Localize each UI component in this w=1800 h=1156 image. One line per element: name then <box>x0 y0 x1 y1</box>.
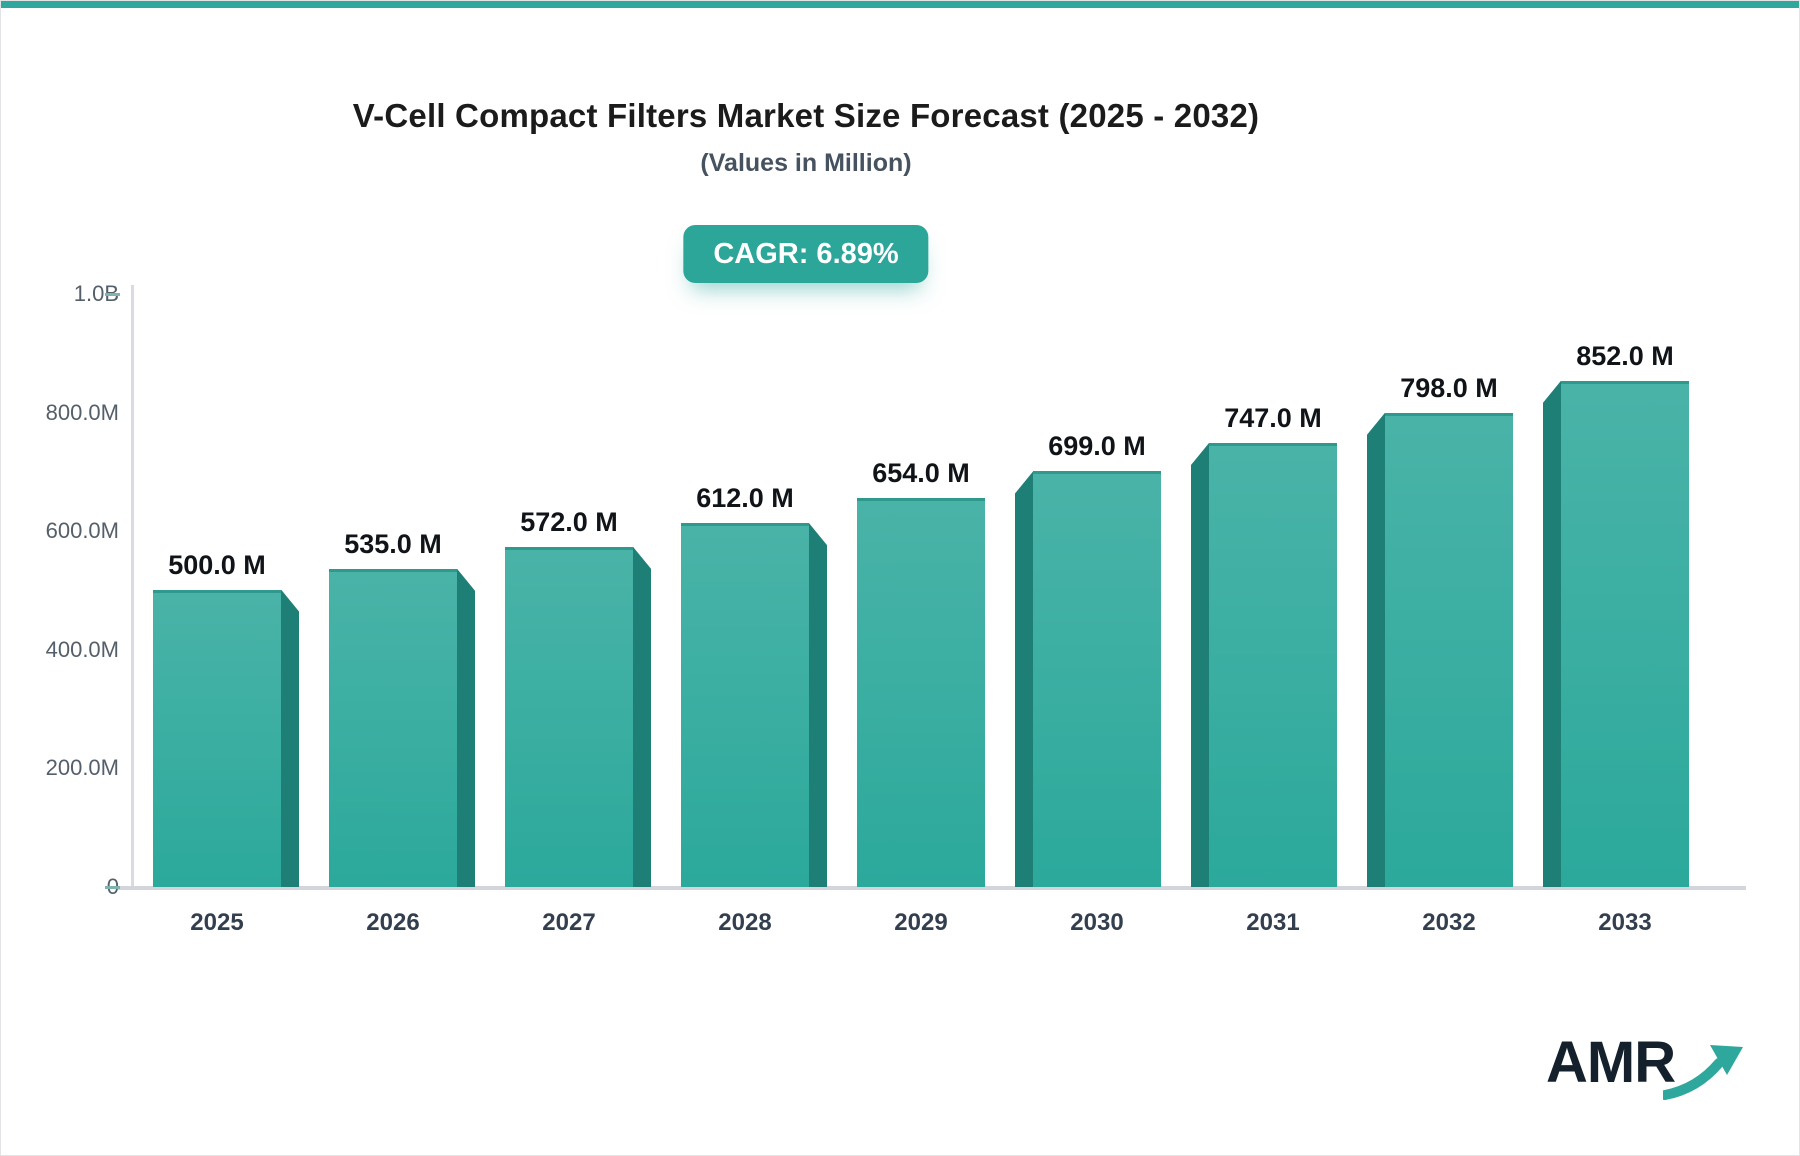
bar-side-panel <box>633 546 651 887</box>
bar-value-label: 798.0 M <box>1400 372 1498 403</box>
bar-2032[interactable] <box>1385 412 1513 887</box>
y-axis-tick-mark <box>105 293 120 296</box>
x-axis-tick-label: 2031 <box>1246 909 1300 936</box>
top-accent-bar <box>1 1 1799 8</box>
bar-side-panel <box>1015 471 1033 887</box>
x-axis-tick-label: 2029 <box>894 909 948 936</box>
bar-side-panel <box>1367 412 1385 887</box>
x-axis-tick-label: 2025 <box>190 909 244 936</box>
y-axis-tick-label: 600.0M <box>45 518 119 544</box>
bar-2026[interactable] <box>329 568 457 887</box>
bar-2025[interactable] <box>153 589 281 887</box>
x-axis-tick-label: 2026 <box>366 909 420 936</box>
bar-2028[interactable] <box>681 523 809 887</box>
bar-value-label: 654.0 M <box>872 458 970 489</box>
y-axis-tick-label: 200.0M <box>45 755 119 781</box>
amr-logo-text: AMR <box>1546 1030 1676 1095</box>
growth-arrow-icon <box>1663 1045 1744 1100</box>
bar-side-panel <box>809 523 827 887</box>
bar-value-label: 612.0 M <box>696 483 794 514</box>
x-axis-tick-label: 2033 <box>1598 909 1652 936</box>
bar-side-panel <box>1191 443 1209 887</box>
cagr-badge: CAGR: 6.89% <box>683 225 929 283</box>
chart-title: V-Cell Compact Filters Market Size Forec… <box>352 97 1260 134</box>
y-axis-line <box>131 285 134 889</box>
y-axis-tick-label: 400.0M <box>45 636 119 662</box>
x-axis-tick-label: 2027 <box>542 909 596 936</box>
amr-logo: AMR <box>1546 1031 1747 1103</box>
x-axis-tick-label: 2030 <box>1070 909 1124 936</box>
bar-2033[interactable] <box>1561 380 1689 887</box>
bar-2030[interactable] <box>1033 471 1161 887</box>
bar-side-panel <box>1543 380 1561 887</box>
bar-side-panel <box>457 568 475 887</box>
bar-2027[interactable] <box>505 546 633 887</box>
y-axis-tick-label: 800.0M <box>45 399 119 425</box>
bar-value-label: 500.0 M <box>168 549 266 580</box>
bar-2031[interactable] <box>1209 443 1337 887</box>
x-axis-tick-label: 2032 <box>1422 909 1476 936</box>
bar-value-label: 852.0 M <box>1576 340 1674 371</box>
chart-subtitle: (Values in Million) <box>700 149 912 177</box>
bar-value-label: 572.0 M <box>520 506 618 537</box>
x-axis-line <box>118 886 1746 890</box>
y-axis-tick-mark <box>105 886 120 889</box>
bar-value-label: 699.0 M <box>1048 431 1146 462</box>
bar-value-label: 747.0 M <box>1224 403 1322 434</box>
bar-2029[interactable] <box>857 498 985 887</box>
x-axis-tick-label: 2028 <box>718 909 772 936</box>
bar-side-panel <box>281 589 299 887</box>
bar-value-label: 535.0 M <box>344 528 442 559</box>
